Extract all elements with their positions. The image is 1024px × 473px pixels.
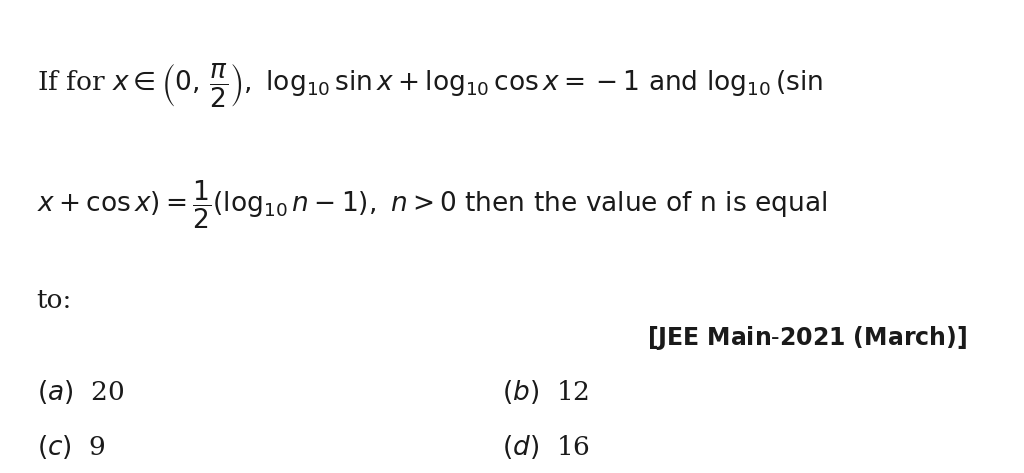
- Text: If for $x \in \left(0,\, \dfrac{\pi}{2}\right),\ \log_{10}\sin x + \log_{10}\cos: If for $x \in \left(0,\, \dfrac{\pi}{2}\…: [37, 61, 822, 109]
- Text: $(d)$  16: $(d)$ 16: [502, 433, 590, 461]
- Text: $\mathbf{[JEE\ Main\text{-}2021\ (March)]}$: $\mathbf{[JEE\ Main\text{-}2021\ (March)…: [647, 324, 967, 352]
- Text: $(c)$  9: $(c)$ 9: [37, 433, 105, 461]
- Text: $(b)$  12: $(b)$ 12: [502, 378, 589, 406]
- Text: to:: to:: [37, 288, 72, 313]
- Text: $x + \cos x) = \dfrac{1}{2}(\log_{10} n - 1),\ n > 0\ \mathrm{then\ the\ value\ : $x + \cos x) = \dfrac{1}{2}(\log_{10} n …: [37, 179, 827, 231]
- Text: $(a)$  20: $(a)$ 20: [37, 378, 124, 406]
